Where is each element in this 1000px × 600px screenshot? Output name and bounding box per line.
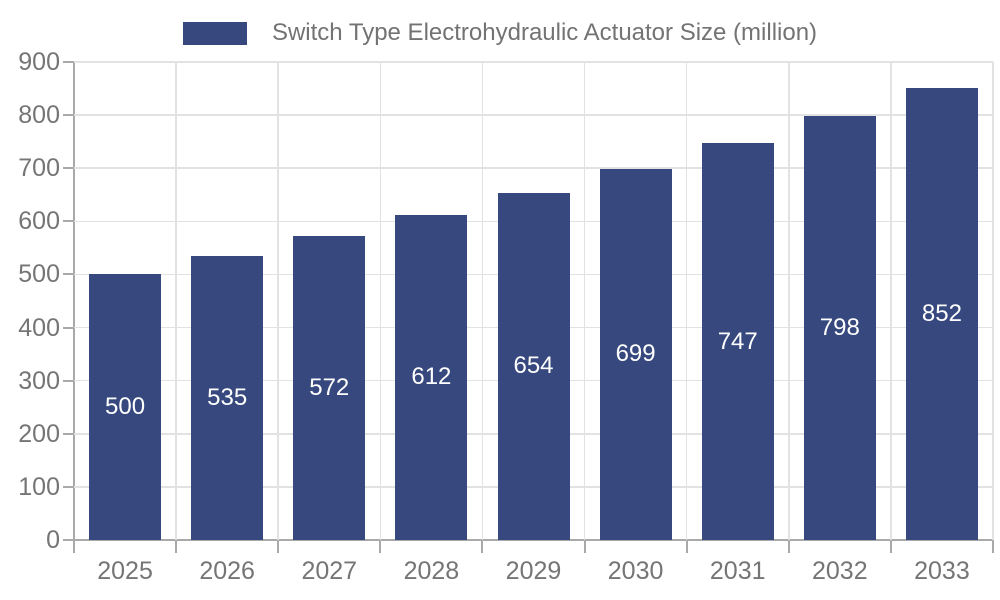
y-axis-tick (63, 326, 74, 329)
bar-value-label: 654 (513, 352, 554, 380)
x-axis-tick-label: 2029 (505, 557, 562, 585)
x-axis-tick-label: 2030 (607, 557, 664, 585)
x-axis-tick-label: 2026 (199, 557, 255, 585)
x-axis-tick (583, 540, 586, 553)
x-axis-tick-label: 2025 (97, 557, 153, 585)
bar[interactable]: 747 (701, 143, 774, 540)
gridline-h (74, 167, 993, 169)
y-axis-line (73, 62, 75, 553)
x-axis-tick (175, 540, 178, 553)
y-axis-tick (63, 485, 74, 488)
bar[interactable]: 654 (497, 192, 570, 540)
x-axis-tick (73, 540, 75, 553)
bar[interactable]: 612 (395, 214, 468, 540)
legend-swatch (182, 21, 247, 45)
gridline-v (992, 62, 994, 540)
y-axis-tick-label: 100 (18, 472, 60, 501)
bar-value-label: 500 (105, 393, 146, 421)
gridline-h (74, 61, 993, 63)
x-axis-tick (685, 540, 688, 553)
gridline-v (277, 62, 279, 540)
x-axis-tick-label: 2028 (403, 557, 460, 585)
y-axis-tick-label: 700 (18, 154, 60, 183)
x-axis-line (63, 539, 993, 541)
x-axis-tick (277, 540, 280, 553)
y-axis-tick-label: 0 (46, 526, 60, 554)
legend-label: Switch Type Electrohydraulic Actuator Si… (271, 19, 818, 46)
y-axis-tick-label: 200 (18, 419, 60, 448)
x-axis-tick (379, 540, 382, 553)
y-axis-tick-label: 800 (18, 101, 60, 130)
bar[interactable]: 798 (803, 116, 876, 540)
x-axis-tick (889, 540, 892, 553)
bar-value-label: 572 (309, 374, 350, 402)
y-axis-tick (63, 539, 74, 541)
bar[interactable]: 572 (293, 236, 366, 540)
y-axis-tick-label: 300 (18, 366, 60, 395)
x-axis-tick (992, 540, 994, 553)
y-axis-tick (63, 220, 74, 223)
bar-value-label: 699 (615, 340, 656, 368)
gridline-v (175, 62, 177, 540)
y-axis-tick-label: 900 (18, 48, 60, 76)
gridline-v (481, 62, 484, 540)
y-axis-tick (63, 61, 74, 63)
gridline-v (685, 62, 688, 540)
bar-value-label: 535 (207, 383, 248, 411)
x-axis-tick (787, 540, 790, 553)
legend[interactable]: Switch Type Electrohydraulic Actuator Si… (0, 19, 1000, 47)
bar-value-label: 852 (921, 299, 962, 327)
y-axis-tick-label: 500 (18, 260, 60, 289)
bar[interactable]: 500 (89, 274, 162, 540)
gridline-h (74, 114, 993, 116)
bar[interactable]: 699 (599, 168, 672, 540)
x-axis-tick-label: 2032 (812, 557, 868, 585)
gridline-v (583, 62, 586, 540)
y-axis-tick (63, 167, 74, 170)
bar-value-label: 612 (411, 363, 452, 391)
bar[interactable]: 852 (905, 87, 978, 540)
y-axis-tick-label: 600 (18, 207, 60, 236)
bar[interactable]: 535 (191, 255, 264, 540)
bar-value-label: 798 (819, 314, 860, 342)
x-axis-tick-label: 2033 (914, 557, 970, 585)
y-axis-tick (63, 432, 74, 435)
y-axis-tick (63, 114, 74, 117)
x-axis-tick (481, 540, 484, 553)
y-axis-tick (63, 273, 74, 276)
y-axis-tick-label: 400 (18, 313, 60, 342)
y-axis-tick (63, 379, 74, 382)
gridline-v (379, 62, 382, 540)
gridline-v (890, 62, 892, 540)
plot-area: 500 535 572 612 654 699 747 798 852 (74, 61, 994, 540)
x-axis-tick-label: 2031 (709, 557, 766, 585)
gridline-v (788, 62, 790, 540)
bar-value-label: 747 (717, 327, 758, 355)
x-axis-tick-label: 2027 (301, 557, 358, 585)
